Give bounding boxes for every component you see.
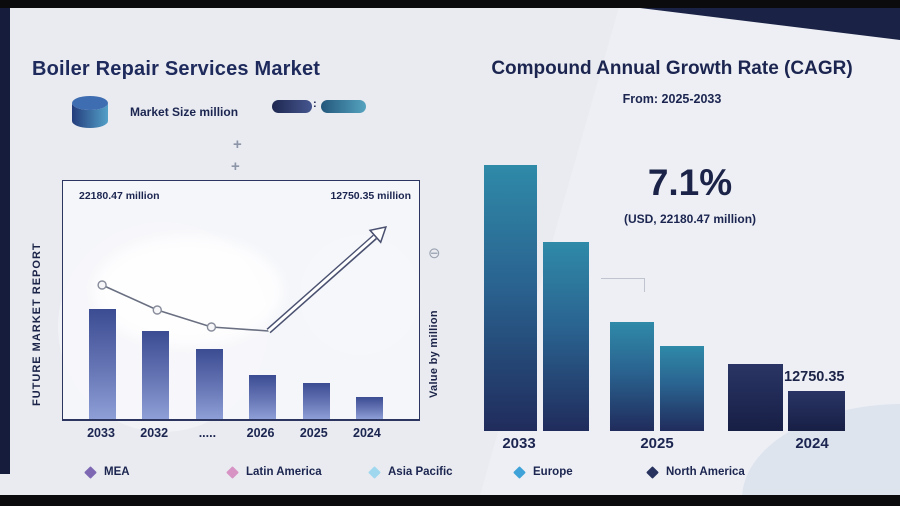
left-chart-bar xyxy=(89,309,116,419)
gradient-pill-navy xyxy=(272,100,312,113)
left-chart-bar xyxy=(302,383,330,419)
right-chart-bar xyxy=(788,391,845,431)
left-chart-max-label: 22180.47 million xyxy=(79,190,160,202)
left-bars xyxy=(63,181,419,419)
right-chart-bar xyxy=(610,322,654,431)
right-chart-bar xyxy=(660,346,704,431)
market-size-legend: Market Size million xyxy=(64,94,238,130)
left-x-label: 2033 xyxy=(87,426,115,440)
left-x-label: ..... xyxy=(198,426,217,440)
right-x-label: 2025 xyxy=(640,435,674,452)
left-x-label: 2025 xyxy=(299,426,328,440)
left-x-label: 2024 xyxy=(353,426,381,440)
left-x-label: 2026 xyxy=(246,426,275,440)
left-x-labels: 2033 2032..... 2026 2025 2024 xyxy=(62,426,417,440)
left-chart-bar xyxy=(355,397,383,419)
frame-background-blob xyxy=(93,236,283,346)
circle-minus-icon: ⊖ xyxy=(428,245,441,262)
cagr-subtitle: From: 2025-2033 xyxy=(622,92,722,106)
trend-arrow xyxy=(97,225,388,334)
bar-value-label: 12750.35 xyxy=(784,369,845,385)
left-chart-frame: 22180.47 million 12750.35 million xyxy=(62,180,420,421)
left-border-strip xyxy=(0,8,10,474)
page-title: Boiler Repair Services Market xyxy=(32,58,321,80)
right-chart-bar xyxy=(728,364,783,431)
cagr-title: Compound Annual Growth Rate (CAGR) xyxy=(491,58,853,79)
left-chart-bar xyxy=(142,331,170,419)
left-chart-min-label: 12750.35 million xyxy=(330,190,411,202)
right-x-label: 2033 xyxy=(502,435,536,452)
gradient-pill-teal xyxy=(321,100,366,113)
step-line-decoration xyxy=(601,278,645,292)
right-chart-bar xyxy=(484,165,537,431)
right-x-label: 2024 xyxy=(795,435,829,452)
bottom-border-bar xyxy=(0,495,900,506)
left-chart-bar xyxy=(249,375,277,419)
plus-icon: + xyxy=(231,158,240,175)
cagr-value: 7.1% xyxy=(647,162,733,203)
database-icon xyxy=(72,96,108,128)
top-border-bar xyxy=(0,0,900,8)
market-size-label: Market Size million xyxy=(130,105,239,119)
cagr-usd-note: (USD, 22180.47 million) xyxy=(623,212,757,226)
plus-icon: + xyxy=(233,136,242,153)
left-chart-bar xyxy=(195,349,223,419)
pill-colon: : xyxy=(313,98,317,110)
right-chart-bar xyxy=(543,242,589,431)
left-x-label: 2032 xyxy=(140,426,169,440)
